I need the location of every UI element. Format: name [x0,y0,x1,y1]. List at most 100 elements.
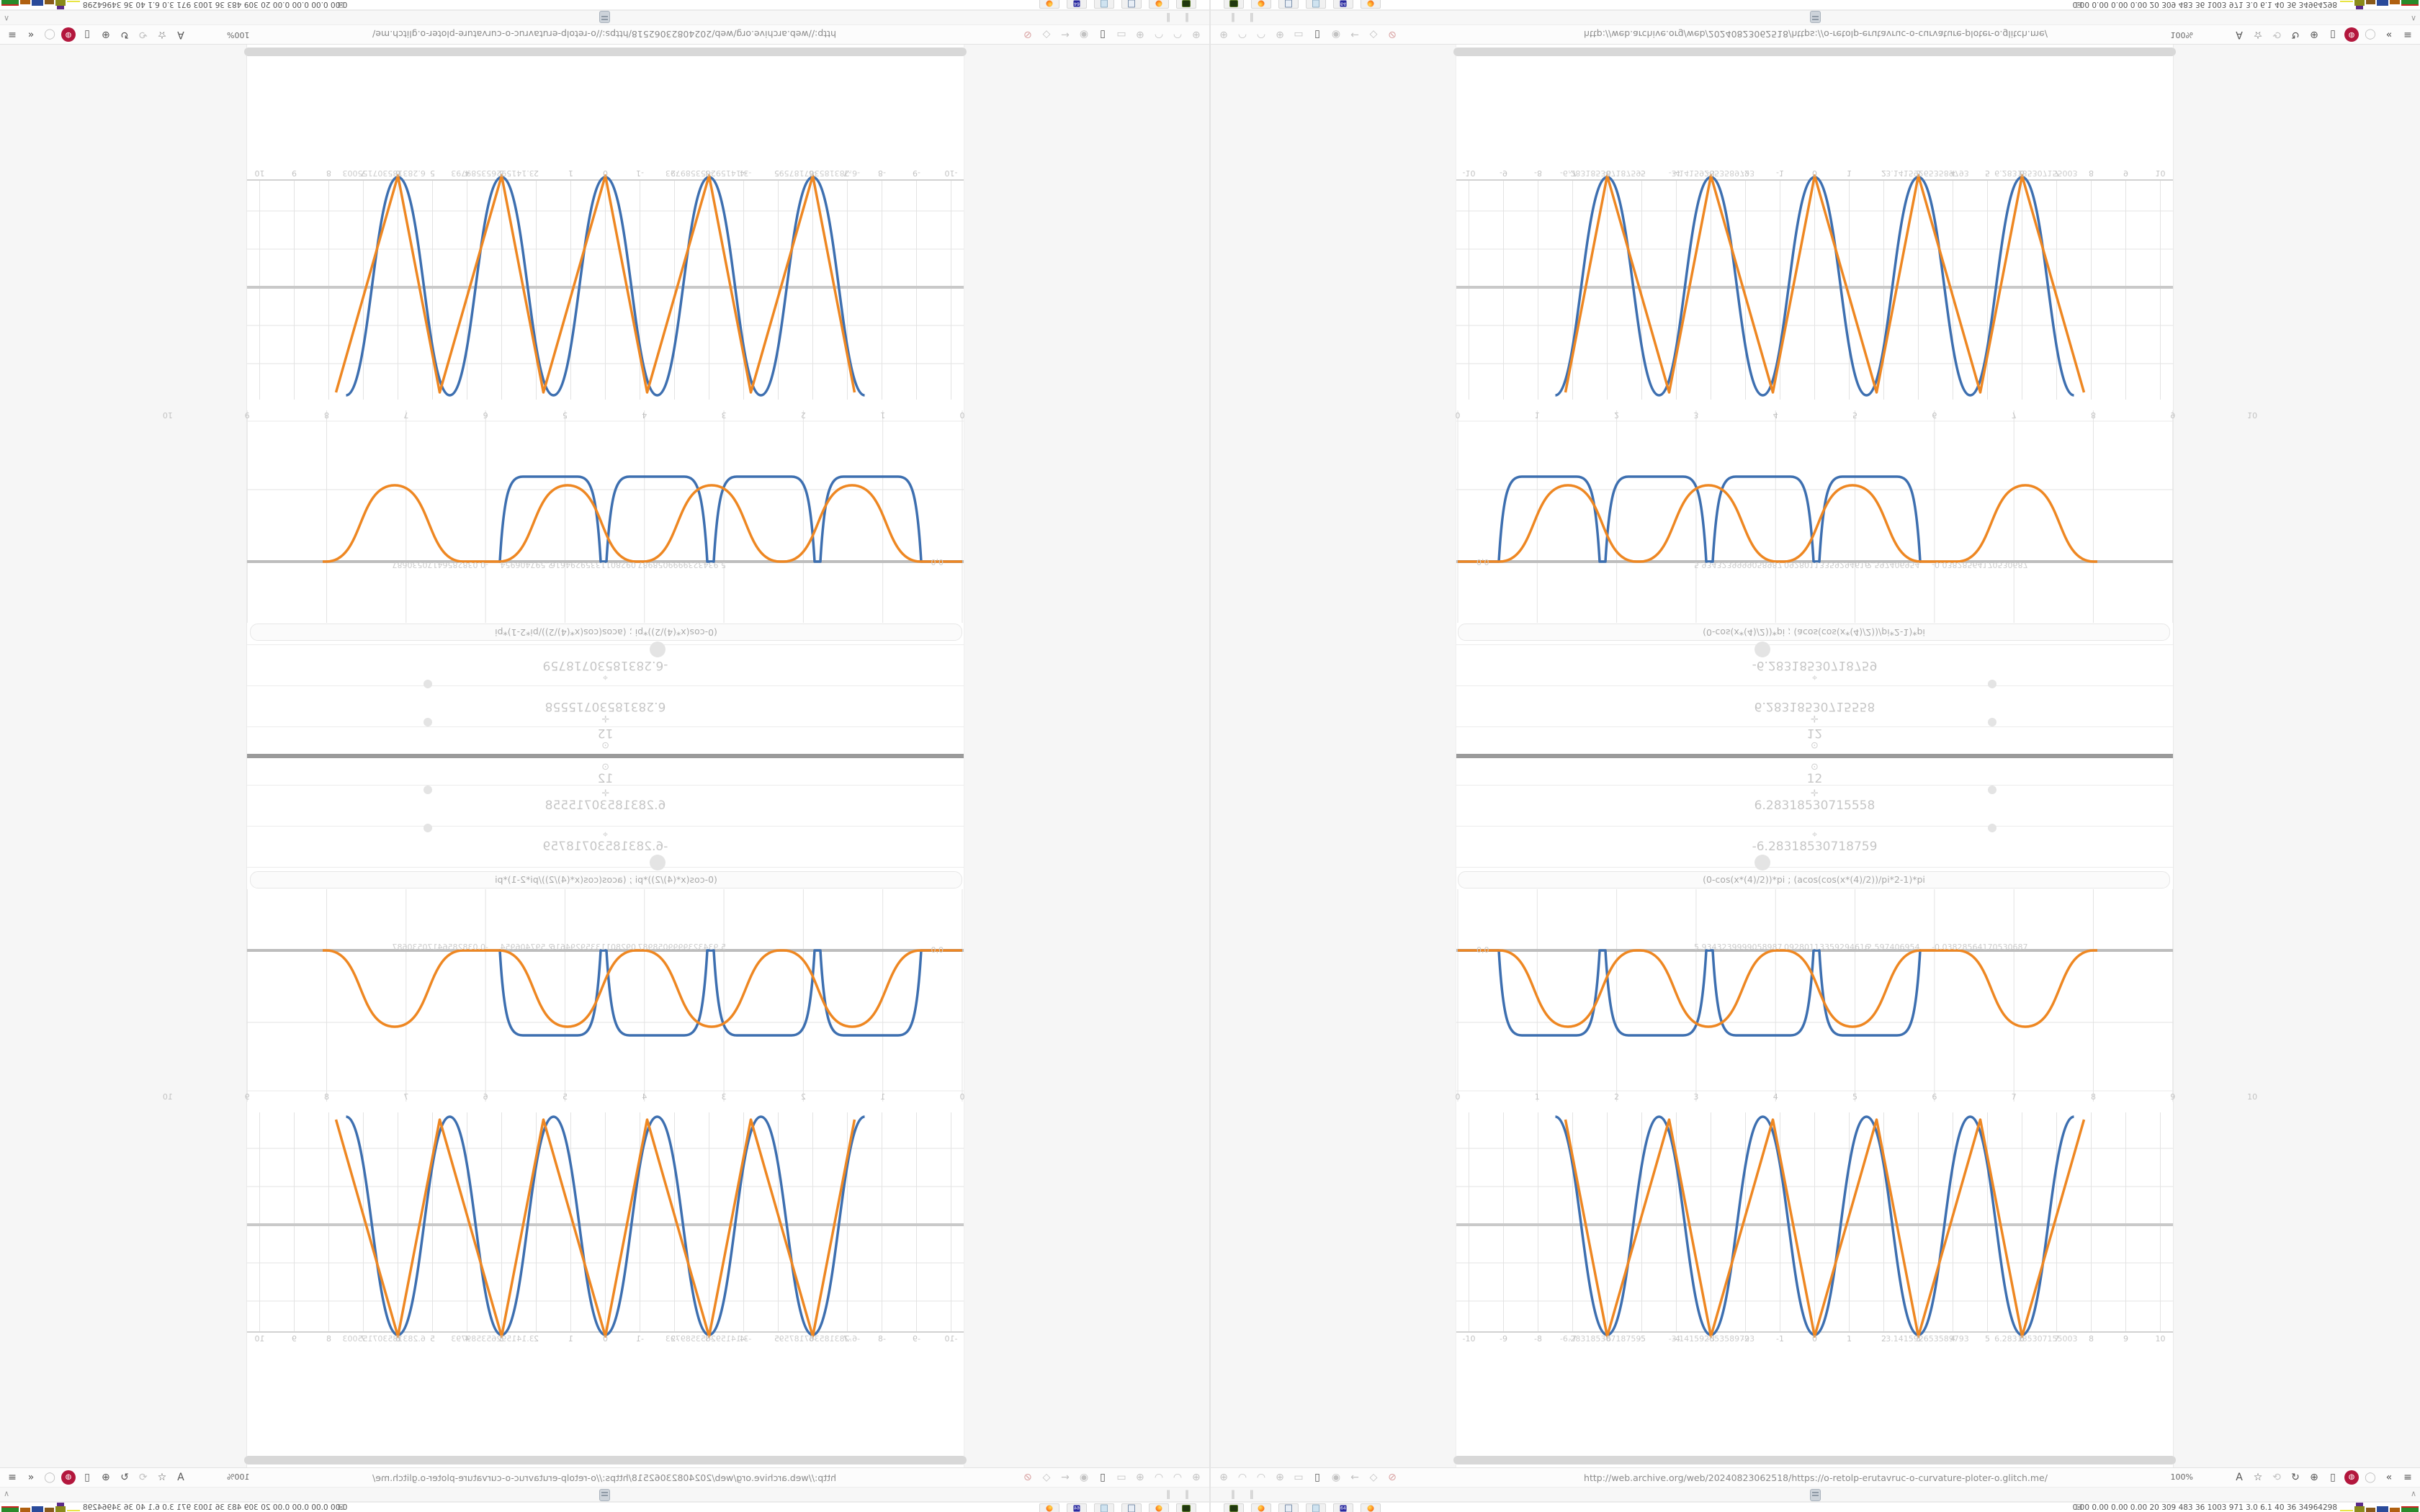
history-icon[interactable]: ⟲ [2272,29,2281,40]
chevron-up-icon[interactable]: ∧ [2410,14,2416,23]
calculator-app-icon[interactable] [1121,1503,1142,1512]
calculator-app-icon[interactable] [1121,0,1142,9]
move-cross-icon[interactable]: ✛ [1811,788,1819,799]
expression-row[interactable]: ✛ 6.28318530715558 [247,685,964,727]
account-icon[interactable]: ◯ [2365,1472,2376,1483]
firefox-app-icon[interactable] [1361,1503,1381,1512]
expression-row[interactable]: ⊙ 12 [247,758,964,786]
wayback-toolbar[interactable] [244,48,967,56]
folder-icon[interactable]: ▭ [1294,29,1304,40]
shield-icon[interactable]: ◇ [1042,29,1051,40]
zoom-level-chip[interactable]: 100% [227,30,250,40]
tab-indicator-marks[interactable]: ‖ ‖ [1231,1489,1260,1499]
drag-target-icon[interactable]: ⌖ [602,672,609,683]
zoom-level-chip[interactable]: 100% [227,1472,250,1482]
back-arrow-icon[interactable]: ← [1350,1472,1359,1483]
globe-icon[interactable]: ⊕ [1219,29,1228,40]
expression-row[interactable]: ⌖ -6.28318530718759 [1456,644,2173,686]
move-cross-icon[interactable]: ✛ [601,713,609,724]
drag-target-icon[interactable]: ⌖ [1811,829,1818,840]
folder-icon[interactable]: ▭ [1116,29,1126,40]
document-app-icon[interactable] [1094,0,1114,9]
menu-icon[interactable]: ≡ [2403,1472,2412,1483]
badge-icon[interactable]: ◉ [1079,29,1089,40]
overflow-icon[interactable]: ☒ [2075,1503,2082,1512]
menu-icon[interactable]: ≡ [8,1472,17,1483]
url-bar[interactable]: ⊕ ◠ ◠ ⊕ ▭ ▯ ◉ ← ◇ ⊘ http://web.archive.org/web/20… [1211,24,2420,45]
tab-favicon[interactable] [1810,1489,1821,1501]
slider-handle[interactable] [1988,786,1996,794]
adblock-icon[interactable]: ◍ [2344,27,2359,42]
url-text[interactable]: http://web.archive.org/web/2024082306251… [1584,1472,2048,1483]
slider-handle[interactable] [650,855,666,870]
drag-target-icon[interactable]: ⌖ [1811,672,1818,683]
slider-handle[interactable] [424,824,432,832]
globe-icon[interactable]: ⊕ [1136,1472,1144,1483]
slider-handle[interactable] [1988,680,1996,688]
reader-icon[interactable]: A [2236,29,2243,40]
globe-icon[interactable]: ⊕ [2310,1472,2318,1483]
expression-row[interactable]: ⌖ -6.28318530718759 [1456,826,2173,868]
tab-bar[interactable]: ‖ ‖ ∧ [0,1488,1209,1502]
trash-icon[interactable]: ▯ [84,1472,90,1483]
slider-knob-icon[interactable]: ⊙ [1811,762,1819,773]
box64-app-icon[interactable]: 64 [1333,0,1353,9]
slider-handle[interactable] [424,718,432,726]
chevrons-icon[interactable]: « [2385,29,2393,40]
expression-row[interactable]: ✛ 6.28318530715558 [1456,685,2173,727]
slider-handle[interactable] [424,786,432,794]
expression-row[interactable]: ✛ 6.28318530715558 [247,785,964,827]
tab-favicon[interactable] [599,11,610,23]
calculator-app-icon[interactable] [1278,1503,1299,1512]
trash-icon[interactable]: ▯ [1100,29,1106,40]
globe-icon[interactable]: ⊕ [2310,29,2318,40]
globe-icon[interactable]: ⊕ [1192,29,1201,40]
shield-icon[interactable]: ◇ [1042,1472,1051,1483]
url-text[interactable]: http://web.archive.org/web/2024082306251… [372,29,836,40]
refresh-icon[interactable]: ◠ [1237,29,1247,40]
wayback-toolbar[interactable] [244,1456,967,1464]
waves-plot[interactable]: -10 -9 -8 -7 -6 -5 -4 -3 -2 -1 0 1 2 3 4 5 6 7 8 9 10 -6.283… [1456,166,2173,400]
url-bar[interactable]: ⊕ ◠ ◠ ⊕ ▭ ▯ ◉ ← ◇ ⊘ http://web.archive.org/web/20… [1211,1467,2420,1488]
expression-row[interactable]: ⌖ -6.28318530718759 [247,644,964,686]
refresh-icon[interactable]: ◠ [1256,1472,1266,1483]
tab-indicator-marks[interactable]: ‖ ‖ [1231,13,1260,23]
camera-app-icon[interactable] [1224,1503,1244,1512]
globe-icon[interactable]: ⊕ [1136,29,1144,40]
tab-indicator-marks[interactable]: ‖ ‖ [1160,13,1189,23]
firefox-app-icon[interactable] [1251,0,1271,9]
url-text[interactable]: http://web.archive.org/web/2024082306251… [372,1472,836,1483]
menu-icon[interactable]: ≡ [2403,29,2412,40]
chevron-up-icon[interactable]: ∧ [4,1489,10,1498]
refresh-icon[interactable]: ◠ [1256,29,1266,40]
bookmark-star-icon[interactable]: ☆ [157,1472,167,1483]
document-app-icon[interactable] [1306,0,1326,9]
camera-app-icon[interactable] [1224,0,1244,9]
firefox-app-icon[interactable] [1149,1503,1169,1512]
menu-icon[interactable]: ≡ [8,29,17,40]
firefox-app-icon[interactable] [1039,1503,1059,1512]
move-cross-icon[interactable]: ✛ [601,788,609,799]
reader-icon[interactable]: A [177,1472,184,1483]
chevrons-icon[interactable]: « [2385,1472,2393,1483]
tab-bar[interactable]: ‖ ‖ ∧ [0,10,1209,24]
firefox-app-icon[interactable] [1251,1503,1271,1512]
move-cross-icon[interactable]: ✛ [1811,713,1819,724]
reader-icon[interactable]: A [177,29,184,40]
person-blocked-icon[interactable]: ⊘ [1388,1472,1397,1483]
bookmark-star-icon[interactable]: ☆ [157,29,167,40]
url-bar[interactable]: ⊕ ◠ ◠ ⊕ ▭ ▯ ◉ ← ◇ ⊘ http://web.archive.org/web/20… [0,1467,1209,1488]
globe-icon[interactable]: ⊕ [1276,1472,1284,1483]
trash-icon[interactable]: ▯ [1314,29,1320,40]
globe-icon[interactable]: ⊕ [102,1472,110,1483]
globe-icon[interactable]: ⊕ [1192,1472,1201,1483]
slider-knob-icon[interactable]: ⊙ [601,762,609,773]
url-bar[interactable]: ⊕ ◠ ◠ ⊕ ▭ ▯ ◉ ← ◇ ⊘ http://web.archive.org/web/20… [0,24,1209,45]
history-icon[interactable]: ⟲ [139,29,148,40]
firefox-app-icon[interactable] [1039,0,1059,9]
reload-icon[interactable]: ↻ [2291,1472,2300,1483]
chevron-up-icon[interactable]: ∧ [2410,1489,2416,1498]
slider-handle[interactable] [1754,642,1770,657]
expression-row[interactable]: ⊙ 12 [1456,758,2173,786]
refresh-icon[interactable]: ◠ [1173,1472,1183,1483]
